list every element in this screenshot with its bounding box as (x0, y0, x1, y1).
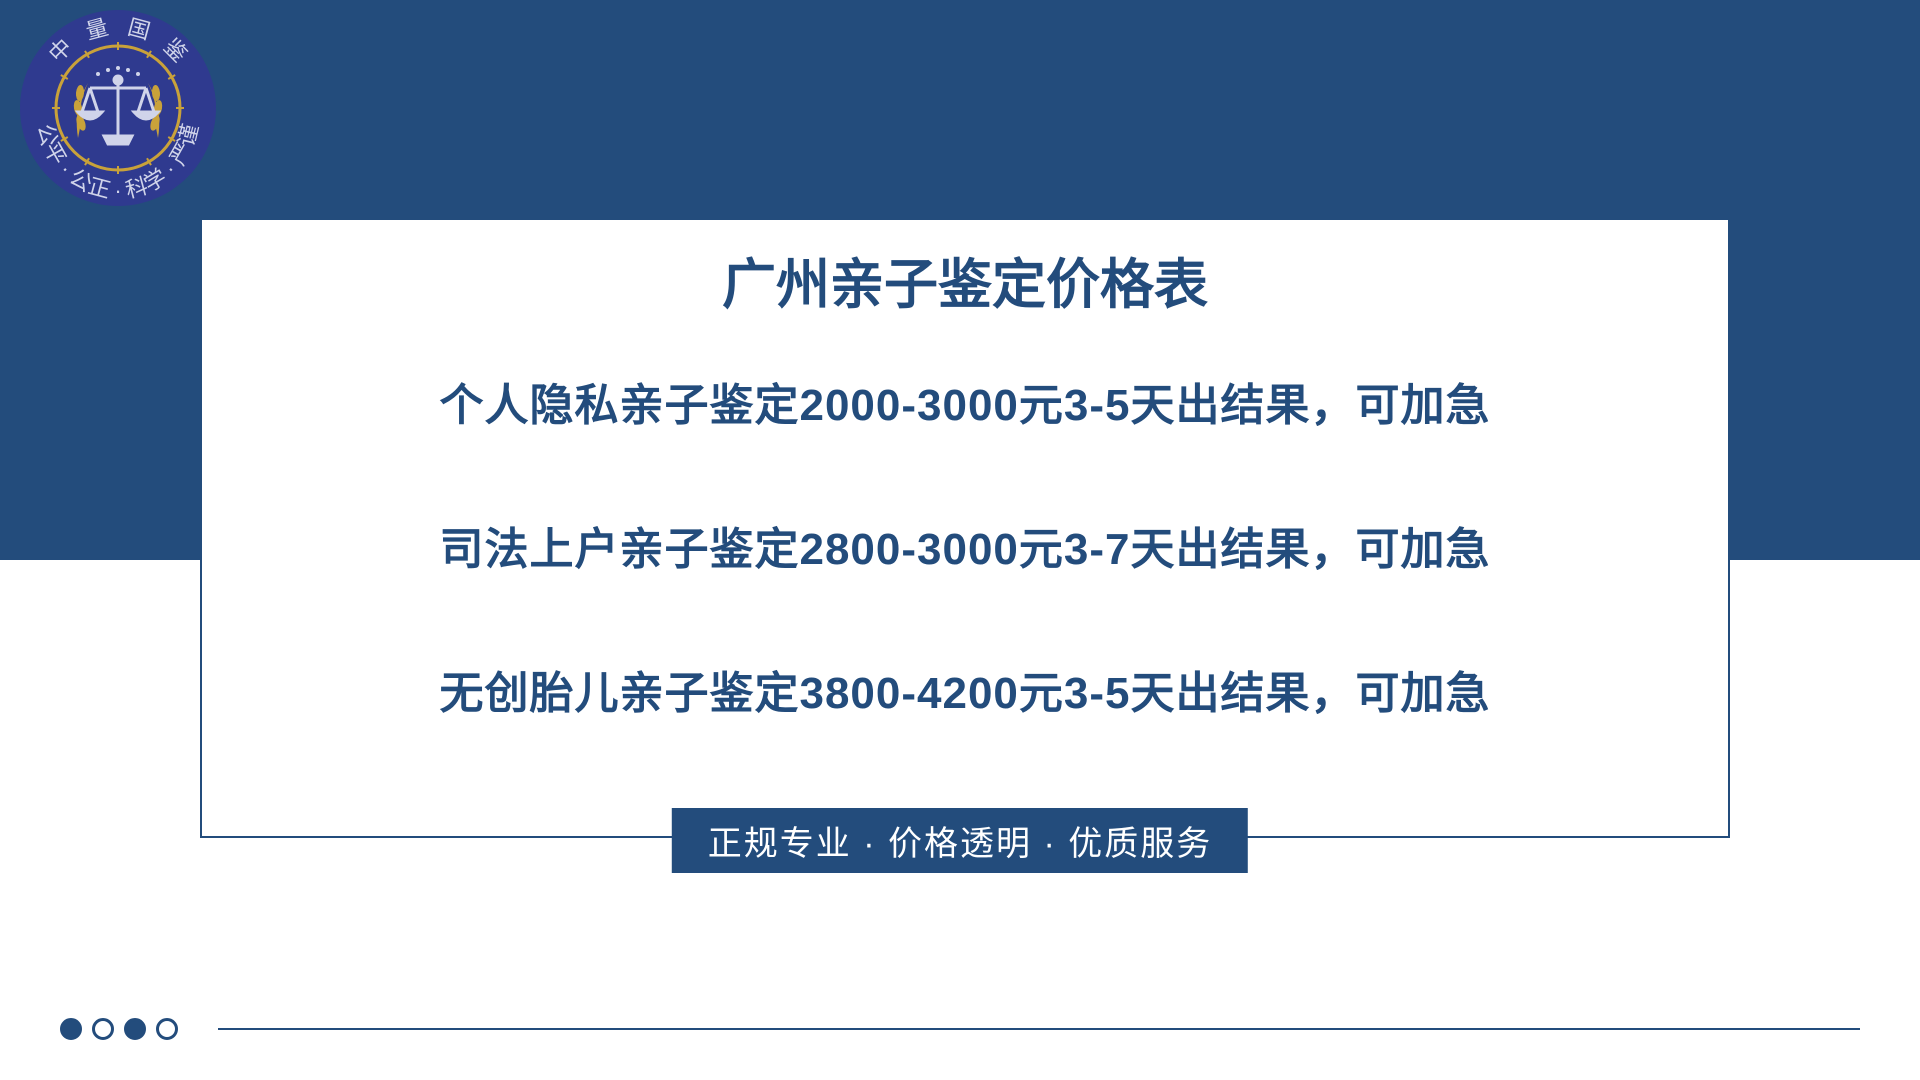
dot-1 (60, 1018, 82, 1040)
dot-2 (92, 1018, 114, 1040)
seal-logo: 中 量 国 鉴 公平 · 公正 · 科学 · 严谨 (18, 8, 218, 208)
slogan-banner: 正规专业 · 价格透明 · 优质服务 (672, 808, 1248, 873)
slide: 中 量 国 鉴 公平 · 公正 · 科学 · 严谨 (0, 0, 1920, 1080)
price-line-2: 司法上户亲子鉴定2800-3000元3-7天出结果，可加急 (242, 513, 1688, 577)
footer-bar (60, 1018, 1860, 1040)
footer-rule (218, 1028, 1860, 1030)
price-line-1: 个人隐私亲子鉴定2000-3000元3-5天出结果，可加急 (242, 369, 1688, 433)
dot-4 (156, 1018, 178, 1040)
price-line-3: 无创胎儿亲子鉴定3800-4200元3-5天出结果，可加急 (242, 657, 1688, 721)
card-title: 广州亲子鉴定价格表 (242, 240, 1688, 319)
pagination-dots (60, 1018, 178, 1040)
price-table-card: 广州亲子鉴定价格表 个人隐私亲子鉴定2000-3000元3-5天出结果，可加急 … (200, 218, 1730, 838)
dot-3 (124, 1018, 146, 1040)
